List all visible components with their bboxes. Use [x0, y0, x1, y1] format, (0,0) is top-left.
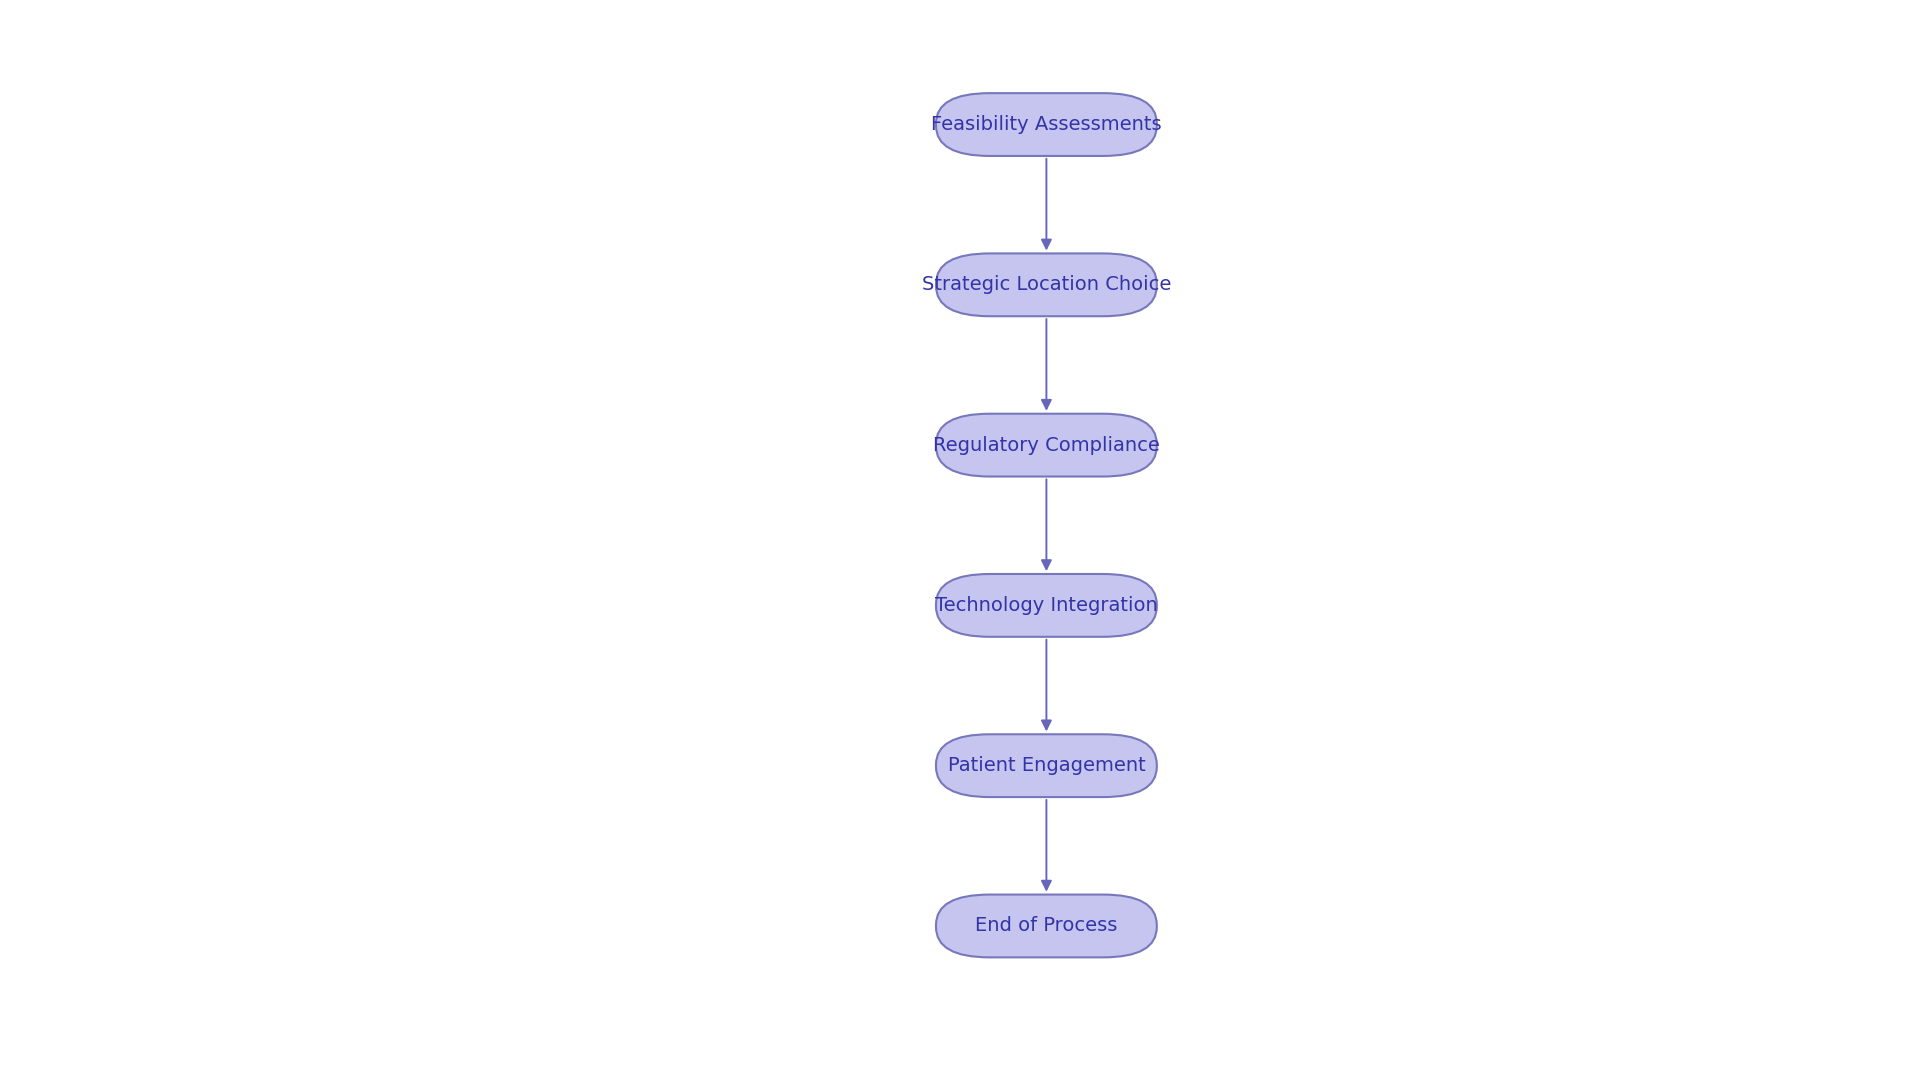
- FancyBboxPatch shape: [937, 414, 1156, 477]
- FancyBboxPatch shape: [937, 734, 1156, 797]
- FancyBboxPatch shape: [937, 574, 1156, 637]
- Text: Strategic Location Choice: Strategic Location Choice: [922, 275, 1171, 295]
- FancyBboxPatch shape: [937, 93, 1156, 156]
- Text: Regulatory Compliance: Regulatory Compliance: [933, 435, 1160, 455]
- Text: Feasibility Assessments: Feasibility Assessments: [931, 115, 1162, 134]
- FancyBboxPatch shape: [937, 253, 1156, 316]
- Text: Technology Integration: Technology Integration: [935, 596, 1158, 615]
- FancyBboxPatch shape: [937, 895, 1156, 957]
- Text: End of Process: End of Process: [975, 916, 1117, 936]
- Text: Patient Engagement: Patient Engagement: [948, 756, 1144, 775]
